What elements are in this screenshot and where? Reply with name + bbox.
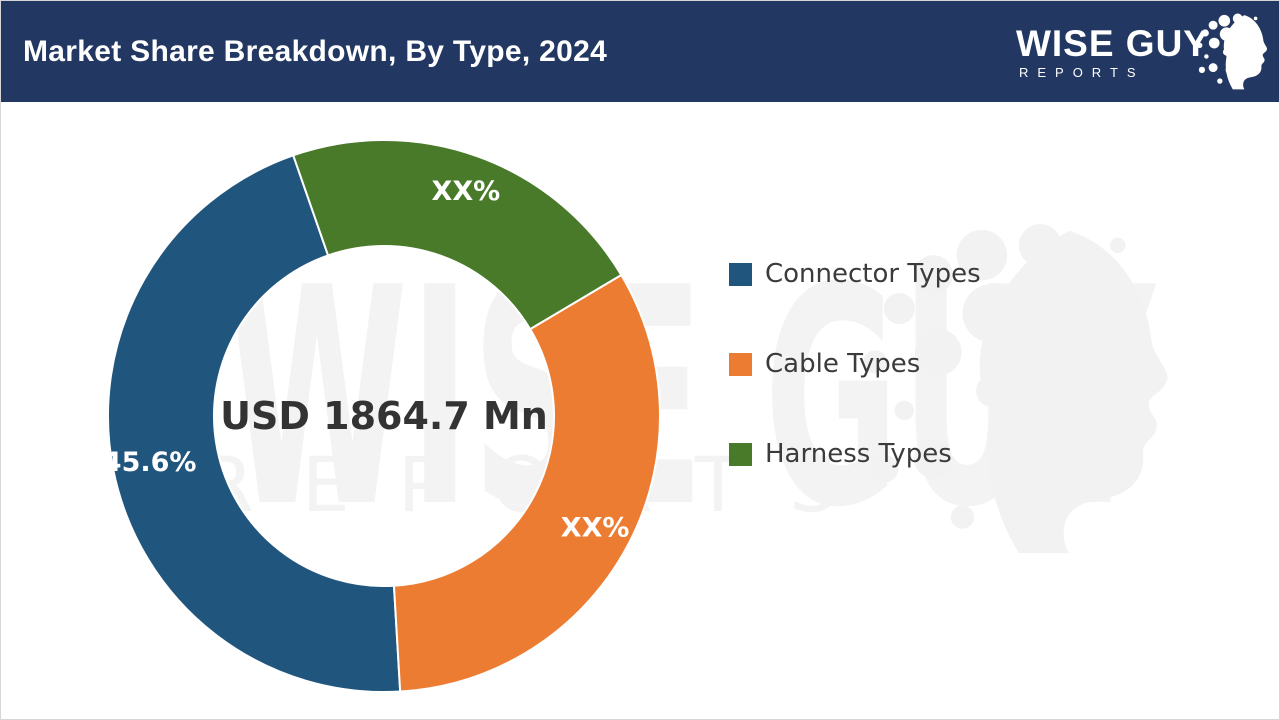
legend-swatch-cable-types xyxy=(729,352,752,376)
donut-chart-svg: 45.6% XX% XX% xyxy=(104,139,661,693)
donut-segment-harness-types xyxy=(291,139,623,331)
segment-label-connector-types: 45.6% xyxy=(104,447,196,478)
donut-chart: 45.6% XX% XX% USD 1864.7 Mn xyxy=(104,136,664,696)
donut-center-value: USD 1864.7 Mn xyxy=(220,394,548,438)
legend-item-connector-types: Connector Types xyxy=(729,259,981,289)
legend-label: Cable Types xyxy=(765,349,921,379)
face-profile-icon xyxy=(1197,13,1268,90)
logo-subtitle: REPORTS xyxy=(1018,64,1145,80)
legend-swatch-harness-types xyxy=(729,442,752,466)
legend-item-cable-types: Cable Types xyxy=(729,349,920,379)
logo-wordmark: WISE GUY xyxy=(1015,22,1209,64)
legend-label: Connector Types xyxy=(765,259,981,289)
donut-segment-cable-types xyxy=(392,273,661,693)
wise-guy-logo: WISE GUY REPORTS xyxy=(1016,5,1269,99)
legend-swatch-connector-types xyxy=(729,262,752,286)
donut-segment-connector-types xyxy=(106,154,402,693)
segment-label-harness-types: XX% xyxy=(432,176,501,207)
logo-text: WISE GUY REPORTS xyxy=(1016,25,1209,80)
legend-label: Harness Types xyxy=(765,439,952,469)
segment-label-cable-types: XX% xyxy=(561,513,630,544)
legend-item-harness-types: Harness Types xyxy=(729,439,952,469)
header: Market Share Breakdown, By Type, 2024 WI… xyxy=(1,1,1279,102)
watermark-face-icon xyxy=(863,224,1168,554)
page-title: Market Share Breakdown, By Type, 2024 xyxy=(23,34,608,68)
